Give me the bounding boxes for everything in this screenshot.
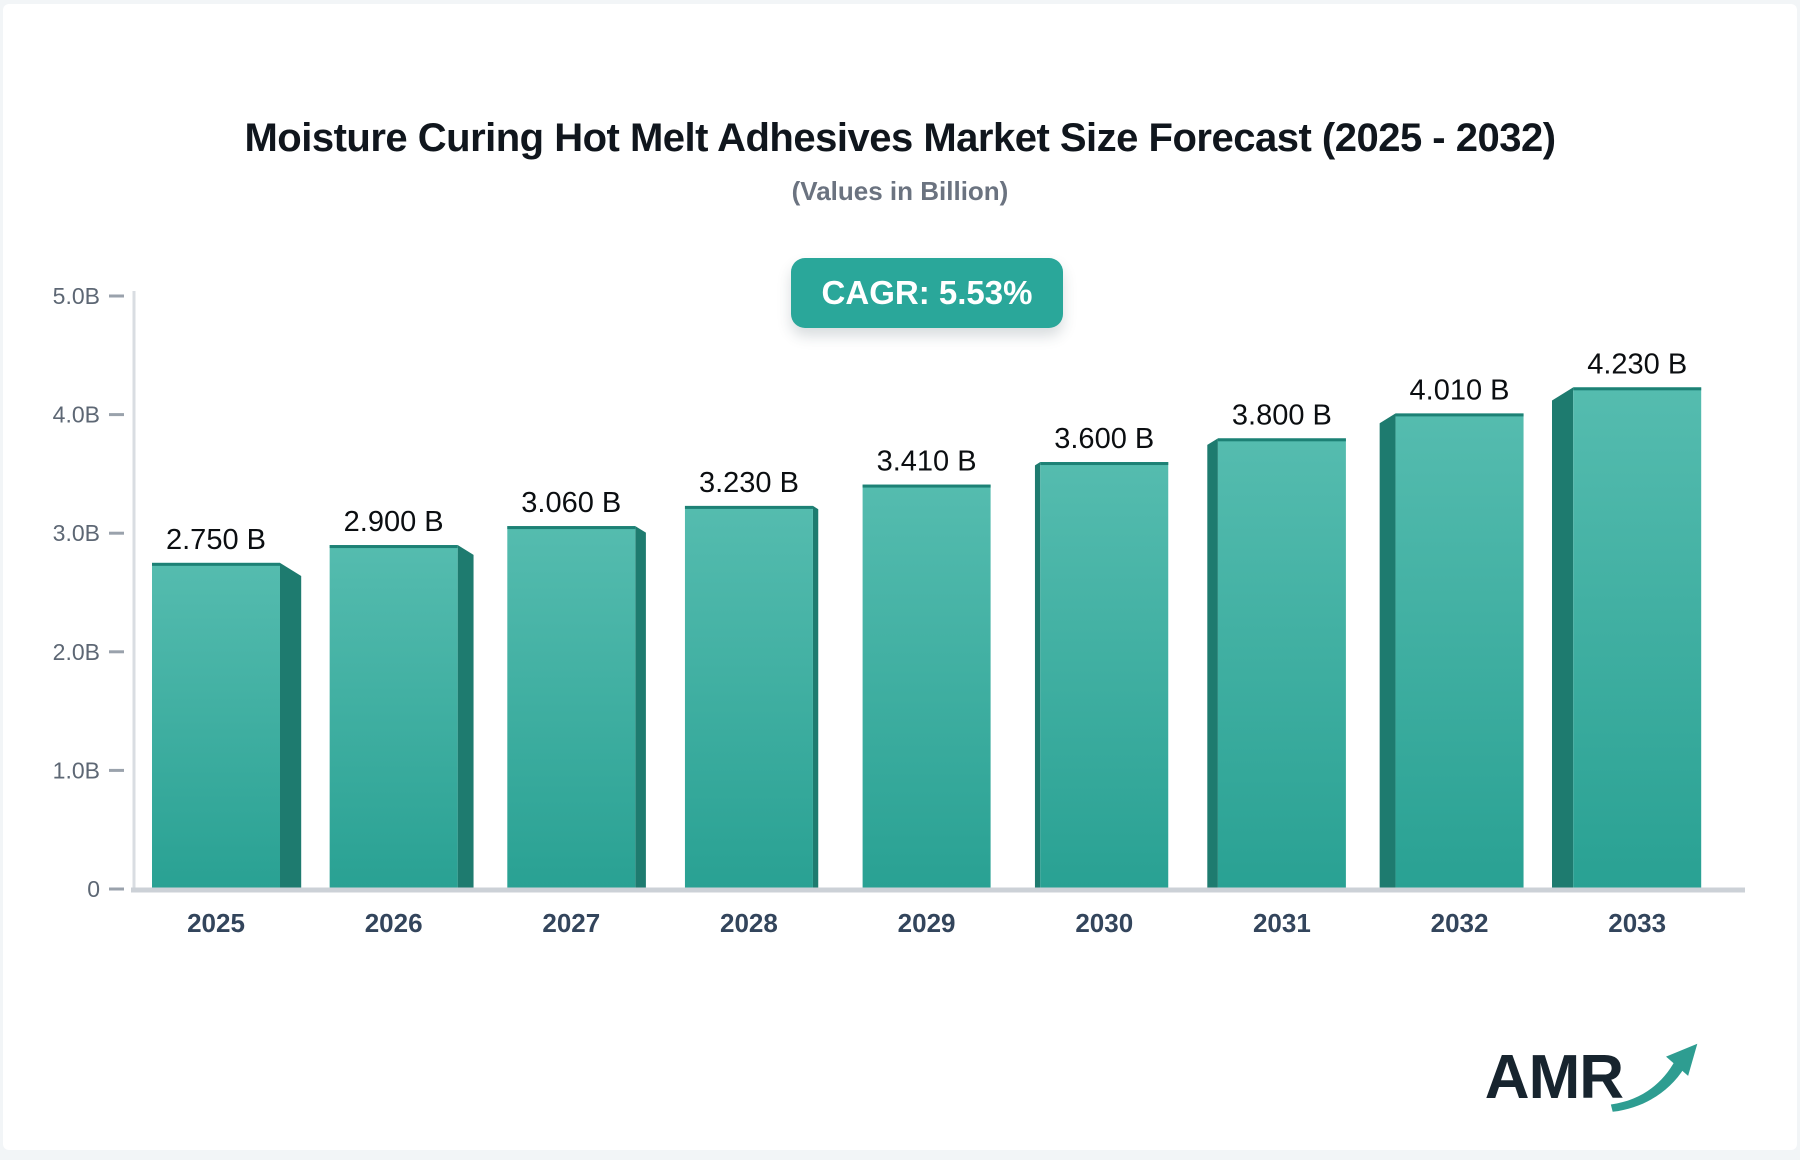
bar-top-edge — [684, 505, 813, 509]
bar-side-face — [812, 505, 819, 889]
bar-value-label: 3.800 B — [1232, 399, 1332, 431]
bar-front-face — [1040, 462, 1169, 889]
bar-front-face — [1395, 413, 1524, 889]
bar-value-label: 3.410 B — [877, 446, 977, 478]
y-tick-label: 2.0B — [53, 639, 100, 665]
bar-side-face — [1552, 387, 1574, 889]
y-tick-label: 5.0B — [53, 283, 100, 309]
bar-2027[interactable] — [507, 526, 646, 889]
y-tick-label: 3.0B — [53, 520, 100, 546]
bar-value-label: 4.230 B — [1587, 348, 1687, 380]
x-axis-label: 2029 — [898, 908, 956, 938]
trend-up-arrow-icon — [1610, 1043, 1698, 1112]
x-axis-label: 2032 — [1431, 908, 1489, 938]
bar-value-label: 3.600 B — [1054, 423, 1154, 455]
chart-title: Moisture Curing Hot Melt Adhesives Marke… — [244, 116, 1556, 160]
x-axis-label: 2033 — [1608, 908, 1666, 938]
bar-front-face — [329, 545, 458, 889]
bar-top-edge — [862, 484, 991, 488]
chart-subtitle: (Values in Billion) — [791, 176, 1009, 206]
bar-2029[interactable] — [862, 484, 991, 889]
x-axis-label: 2030 — [1075, 908, 1133, 938]
x-axis-label: 2031 — [1253, 908, 1311, 938]
bar-front-face — [684, 505, 813, 889]
bar-2028[interactable] — [684, 505, 819, 889]
bar-top-edge — [1573, 387, 1702, 391]
bar-top-edge — [1040, 462, 1169, 466]
bar-side-face — [1379, 413, 1396, 889]
bar-2025[interactable] — [152, 562, 302, 889]
chart-card: Moisture Curing Hot Melt Adhesives Marke… — [3, 4, 1797, 1150]
bar-2032[interactable] — [1379, 413, 1524, 889]
y-tick-label: 1.0B — [53, 757, 100, 783]
bar-front-face — [862, 484, 991, 889]
bar-top-edge — [329, 545, 458, 549]
bar-front-face — [507, 526, 636, 889]
x-axis-label: 2027 — [542, 908, 600, 938]
amr-logo: AMR — [1485, 1040, 1701, 1116]
bar-value-label: 3.230 B — [699, 467, 799, 499]
bar-front-face — [1217, 438, 1346, 889]
bar-top-edge — [1217, 438, 1346, 442]
bar-value-label: 2.900 B — [344, 506, 444, 538]
bar-front-face — [152, 562, 280, 889]
bar-value-label: 2.750 B — [166, 524, 266, 556]
bar-side-face — [1034, 462, 1041, 889]
bar-2033[interactable] — [1552, 387, 1702, 889]
amr-logo-text: AMR — [1484, 1043, 1624, 1112]
bar-2031[interactable] — [1207, 438, 1346, 889]
cagr-badge: CAGR: 5.53% — [791, 258, 1063, 328]
x-axis-label: 2026 — [365, 908, 423, 938]
y-tick-label: 4.0B — [53, 402, 100, 428]
bar-side-face — [280, 562, 302, 889]
bar-2026[interactable] — [329, 545, 474, 889]
bar-2030[interactable] — [1034, 462, 1169, 889]
bar-value-label: 4.010 B — [1410, 374, 1510, 406]
bar-side-face — [1207, 438, 1218, 889]
bar-side-face — [457, 545, 474, 889]
bar-top-edge — [152, 562, 280, 566]
bar-chart: 0 1.0B 2.0B 3.0B 4.0B 5.0B 2.750 B 2025 2.900 B 2… — [53, 283, 1745, 938]
bar-front-face — [1573, 387, 1702, 889]
bar-value-label: 3.060 B — [521, 487, 621, 519]
y-tick-label: 0 — [87, 876, 100, 902]
x-axis-label: 2025 — [187, 908, 245, 938]
bar-top-edge — [507, 526, 636, 530]
x-axis-label: 2028 — [720, 908, 778, 938]
bar-side-face — [635, 526, 646, 889]
bar-top-edge — [1395, 413, 1524, 417]
